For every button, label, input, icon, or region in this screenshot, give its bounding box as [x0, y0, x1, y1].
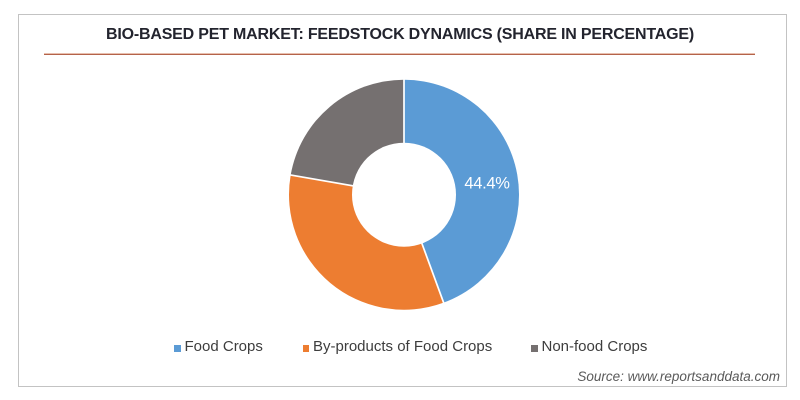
- svg-text:44.4%: 44.4%: [464, 174, 510, 192]
